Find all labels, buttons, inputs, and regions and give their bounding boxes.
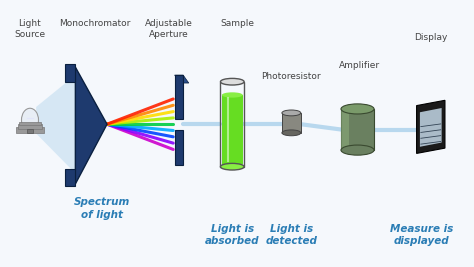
Ellipse shape [21, 108, 38, 132]
Ellipse shape [341, 145, 374, 155]
Bar [65, 169, 75, 186]
Text: Measure is
displayed: Measure is displayed [390, 224, 453, 246]
Ellipse shape [220, 163, 244, 170]
Bar [174, 75, 183, 119]
Text: Display: Display [414, 33, 447, 42]
Bar [341, 109, 374, 150]
Bar [222, 95, 243, 164]
Bar [19, 122, 41, 125]
Bar [220, 82, 244, 167]
Text: Spectrum
of light: Spectrum of light [74, 197, 130, 220]
Polygon shape [417, 100, 445, 154]
Text: Photoresistor: Photoresistor [262, 72, 321, 81]
Polygon shape [420, 108, 442, 147]
Bar [18, 124, 42, 129]
Polygon shape [75, 67, 107, 184]
Ellipse shape [222, 92, 243, 98]
Text: Monochromator: Monochromator [60, 19, 131, 28]
Text: Light is
detected: Light is detected [265, 224, 317, 246]
Bar [341, 109, 349, 150]
Bar [17, 127, 44, 133]
Ellipse shape [282, 110, 301, 116]
Text: Sample: Sample [220, 19, 254, 28]
Ellipse shape [222, 161, 243, 167]
Text: Amplifier: Amplifier [339, 61, 381, 70]
Bar [174, 129, 183, 165]
Bar [282, 113, 301, 133]
Bar [27, 129, 33, 133]
Ellipse shape [282, 130, 301, 136]
Text: Light
Source: Light Source [14, 19, 46, 39]
Polygon shape [174, 75, 189, 83]
Bar [65, 64, 75, 82]
Text: Light is
absorbed: Light is absorbed [205, 224, 260, 246]
Text: Adjustable
Aperture: Adjustable Aperture [145, 19, 192, 39]
Ellipse shape [341, 104, 374, 114]
Polygon shape [36, 75, 75, 173]
Ellipse shape [220, 78, 244, 85]
